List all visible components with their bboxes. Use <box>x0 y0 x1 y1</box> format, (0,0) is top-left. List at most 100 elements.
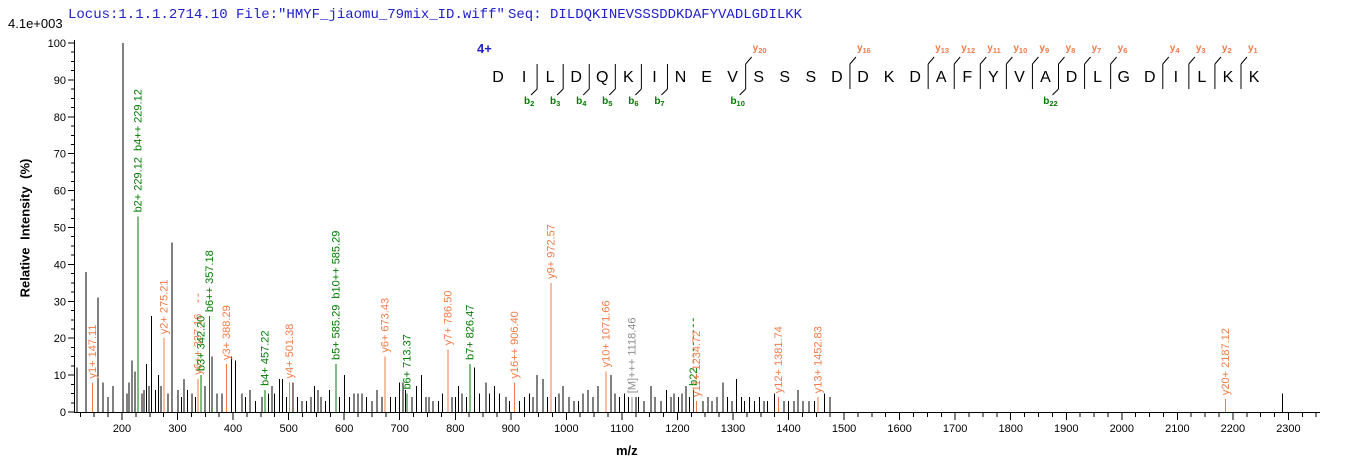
sequence-residue: K <box>1249 69 1260 86</box>
sequence-residue: K <box>1223 69 1234 86</box>
sequence-residue: K <box>623 69 634 86</box>
y-tick-label: 90 <box>54 75 66 87</box>
peak-label: y12+ 1381.74 <box>773 326 785 393</box>
peak-label: [M]+++ 1118.46 <box>627 318 639 394</box>
y-ion-label: y13 <box>935 43 949 55</box>
b-ion-mark <box>608 88 616 96</box>
b-ion-label: b5 <box>602 96 612 108</box>
b-ion-mark <box>739 88 747 96</box>
sequence-residue: I <box>1174 69 1178 86</box>
b-ion-label: b10 <box>730 96 744 108</box>
sequence-residue: F <box>962 69 972 86</box>
y-ion-mark <box>1005 56 1013 65</box>
x-tick-label: 1100 <box>610 423 634 435</box>
peak-label: y20+ 2187.12 <box>1220 328 1232 395</box>
y-ion-label: y9 <box>1039 43 1049 55</box>
x-tick-label: 1300 <box>721 423 745 435</box>
y-ion-mark <box>1110 56 1118 65</box>
sequence-residue: E <box>701 69 712 86</box>
b-ion-label: b4 <box>576 96 587 108</box>
x-tick-label: 900 <box>502 423 520 435</box>
x-tick-label: 1500 <box>832 423 856 435</box>
sequence-residue: S <box>779 69 790 86</box>
peak-label: y13+ 1452.83 <box>812 326 824 393</box>
peak-label: y16++ 906.40 <box>509 311 521 378</box>
sequence-residue: D <box>831 69 843 86</box>
y-ion-mark <box>1240 56 1248 65</box>
sequence-residue: L <box>1093 69 1102 86</box>
y-tick-label: 40 <box>54 259 66 271</box>
y-ion-mark <box>927 56 935 65</box>
x-tick-label: 1400 <box>776 423 800 435</box>
peak-label: b6+ 713.37 <box>402 334 414 389</box>
x-tick-label: 400 <box>224 423 242 435</box>
peak-label: y3+ 388.29 <box>221 305 233 360</box>
y-ion-label: y20 <box>753 43 767 55</box>
sequence-residue: Y <box>988 69 999 86</box>
x-tick-label: 800 <box>446 423 464 435</box>
y-ion-label: y10 <box>1013 43 1027 55</box>
x-tick-label: 1200 <box>665 423 689 435</box>
x-tick-label: 1900 <box>1054 423 1078 435</box>
sequence-residue: L <box>1197 69 1206 86</box>
y-tick-label: 70 <box>54 149 66 161</box>
y-ion-mark <box>849 56 857 65</box>
b-ion-mark <box>661 88 668 96</box>
y-ion-mark <box>1162 56 1170 65</box>
x-tick-label: 500 <box>279 423 297 435</box>
b-ion-mark <box>1052 88 1059 96</box>
sequence-residue: S <box>806 69 817 86</box>
intensity-scale-label: 4.1e+003 <box>8 16 63 31</box>
x-tick-label: 2000 <box>1110 423 1134 435</box>
y-ion-label: y1 <box>1248 43 1258 55</box>
sequence-residue: D <box>857 69 869 86</box>
sequence-residue: I <box>522 69 526 86</box>
y-tick-label: 0 <box>60 407 66 419</box>
y-ion-mark <box>953 56 961 65</box>
y-ion-label: y8 <box>1066 43 1076 55</box>
peak-label: b3+ 342.20 <box>195 316 207 371</box>
sequence-residue: K <box>884 69 895 86</box>
y-ion-label: y7 <box>1092 43 1102 55</box>
x-tick-label: 2100 <box>1165 423 1189 435</box>
y-tick-label: 30 <box>54 296 66 308</box>
y-ion-mark <box>1058 56 1065 65</box>
peak-label: y10+ 1071.66 <box>601 300 613 367</box>
peak-label: y1+ 147.11 <box>87 325 99 379</box>
sequence-residue: A <box>936 69 947 86</box>
sequence-residue: D <box>909 69 921 86</box>
sequence-residue: N <box>675 69 687 86</box>
peak-label: y7+ 786.50 <box>442 291 454 346</box>
x-tick-label: 200 <box>113 423 131 435</box>
y-tick-label: 60 <box>54 186 66 198</box>
y-tick-label: 10 <box>54 370 66 382</box>
y-ion-label: y4 <box>1170 43 1181 55</box>
sequence-residue: L <box>546 69 555 86</box>
sequence-residue: D <box>570 69 582 86</box>
sequence-residue: D <box>492 69 504 86</box>
precursor-charge-label: 4+ <box>477 41 492 56</box>
y-tick-label: 20 <box>54 333 66 345</box>
x-tick-label: 300 <box>168 423 186 435</box>
peak-label: y11+ 1234.72 <box>691 331 703 397</box>
sequence-residue: I <box>652 69 656 86</box>
peak-label: y6++ 337.16 <box>193 314 205 375</box>
y-ion-mark <box>1188 56 1196 65</box>
peak-label: y9+ 972.57 <box>546 224 558 279</box>
peak-label: b22 <box>688 368 700 386</box>
x-axis-title: m/z <box>616 443 638 458</box>
x-tick-label: 1000 <box>554 423 578 435</box>
x-tick-label: 1600 <box>887 423 911 435</box>
x-tick-label: 1700 <box>943 423 967 435</box>
b-ion-label: b7 <box>654 96 664 108</box>
b-ion-mark <box>582 88 590 96</box>
b-ion-label: b22 <box>1043 96 1057 108</box>
y-ion-mark <box>1214 56 1222 65</box>
y-ion-label: y16 <box>857 43 871 55</box>
b-ion-label: b6 <box>628 96 638 108</box>
sequence-residue: V <box>1014 69 1025 86</box>
y-tick-label: 50 <box>54 223 66 235</box>
peak-label: y2+ 275.21 <box>158 279 170 334</box>
x-tick-label: 2200 <box>1221 423 1245 435</box>
